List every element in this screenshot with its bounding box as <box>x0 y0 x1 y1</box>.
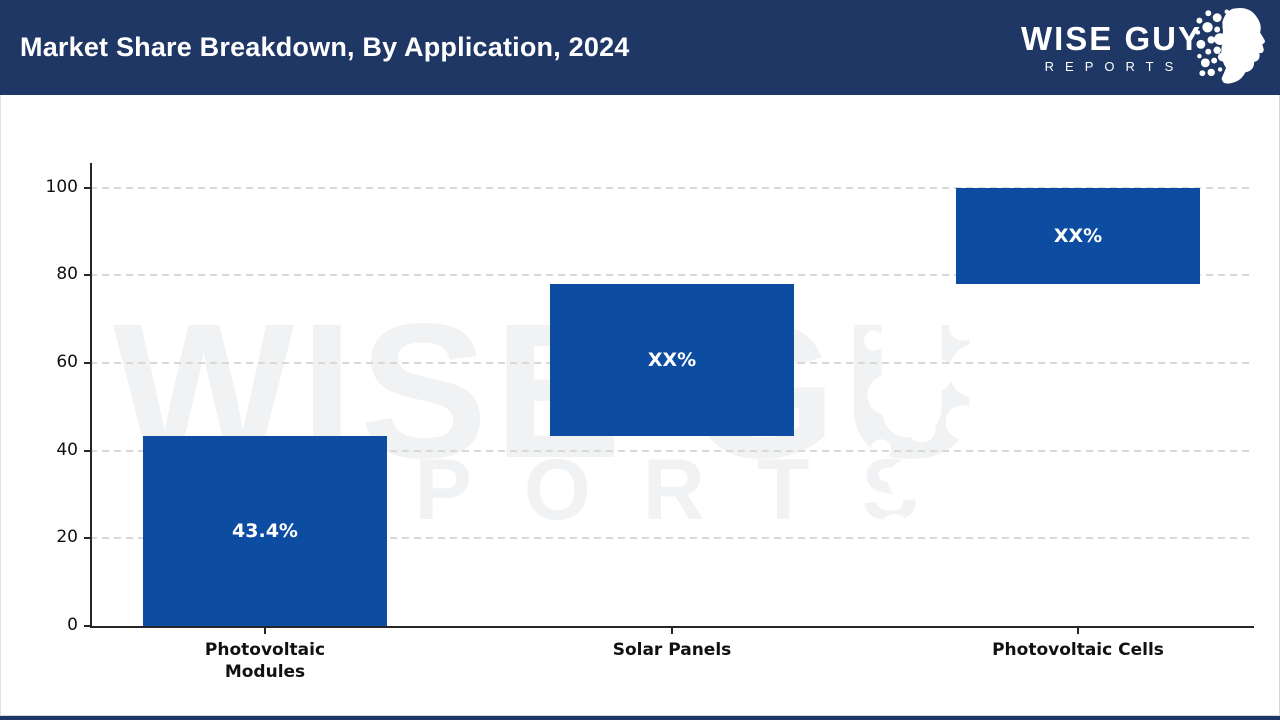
logo-wordmark: WISE GUY <box>1020 19 1202 57</box>
category-label-1: Solar Panels <box>612 640 732 660</box>
bar-photovoltaic-modules: 43.4% <box>143 435 387 626</box>
y-tick-20 <box>84 537 90 540</box>
x-axis-line <box>90 626 1254 628</box>
y-tick-80 <box>84 274 90 277</box>
y-tick-40 <box>84 449 90 452</box>
x-tick-0 <box>264 628 266 634</box>
bar-photovoltaic-cells: XX% <box>956 187 1200 284</box>
gridline-20 <box>90 537 1254 540</box>
gridline-40 <box>90 449 1254 452</box>
y-tick-label-40: 40 <box>56 439 78 460</box>
x-tick-2 <box>1077 628 1079 634</box>
logo-text: WISE GUY REPORTS <box>1021 22 1202 74</box>
x-tick-1 <box>671 628 673 634</box>
category-label-2: Photovoltaic Cells <box>992 640 1164 660</box>
y-tick-60 <box>84 361 90 364</box>
dotted-head-icon <box>1195 7 1265 84</box>
chart-area: WISE GUY REPORTS 02040608010043.4%Photov… <box>0 95 1280 716</box>
bar-value-label: 43.4% <box>232 519 298 542</box>
logo-subtitle: REPORTS <box>1044 58 1185 74</box>
footer-accent-bar <box>0 716 1280 720</box>
y-tick-label-60: 60 <box>56 351 78 372</box>
gridline-80 <box>90 274 1254 277</box>
y-axis-line <box>90 163 92 628</box>
wise-guy-reports-logo: WISE GUY REPORTS <box>1021 7 1266 89</box>
bar-solar-panels: XX% <box>550 284 794 436</box>
y-tick-100 <box>84 186 90 189</box>
y-tick-label-0: 0 <box>67 615 78 635</box>
bar-value-label: XX% <box>1053 224 1103 247</box>
bar-value-label: XX% <box>647 348 697 371</box>
header-bar: Market Share Breakdown, By Application, … <box>0 0 1280 95</box>
gridline-100 <box>90 186 1254 189</box>
category-label-0: Photovoltaic Modules <box>204 640 326 683</box>
y-tick-0 <box>84 625 90 627</box>
page-title: Market Share Breakdown, By Application, … <box>20 32 630 62</box>
y-tick-label-100: 100 <box>45 176 78 197</box>
y-tick-label-80: 80 <box>56 264 78 285</box>
y-tick-label-20: 20 <box>56 527 78 548</box>
